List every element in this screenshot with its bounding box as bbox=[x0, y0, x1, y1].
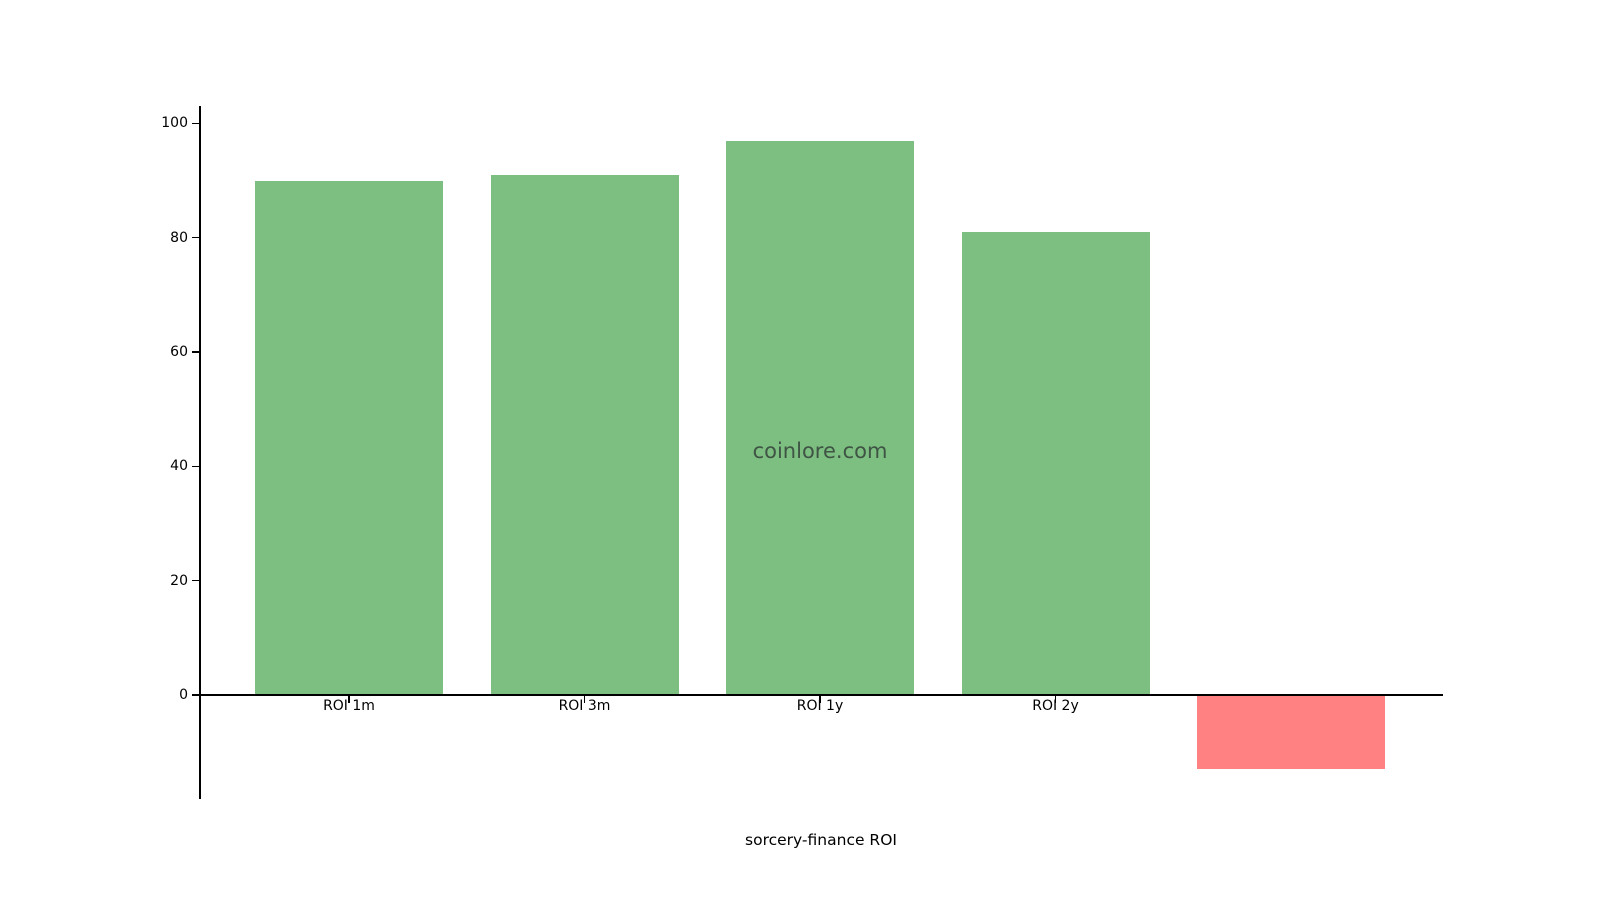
x-tick-mark bbox=[583, 695, 586, 703]
x-tick-label-roi-1m: ROI 1m bbox=[323, 698, 375, 714]
bar-roi-3m bbox=[490, 174, 679, 695]
bar-roi-1y bbox=[726, 140, 914, 695]
bar-roi-1m bbox=[255, 180, 443, 695]
chart-title: sorcery-finance ROI bbox=[745, 831, 897, 849]
y-tick-mark bbox=[192, 351, 199, 353]
y-tick-mark bbox=[192, 694, 199, 696]
y-tick-label: 60 bbox=[170, 344, 188, 361]
x-tick-mark bbox=[348, 695, 350, 703]
y-tick-mark bbox=[192, 236, 199, 239]
y-tick-label: 40 bbox=[170, 458, 188, 475]
y-axis-spine bbox=[199, 106, 201, 799]
x-tick-label-roi-2y: ROI 2y bbox=[1032, 698, 1079, 714]
y-tick-mark bbox=[192, 122, 199, 125]
x-tick-mark bbox=[1054, 695, 1057, 703]
x-tick-label-roi-1y: ROI 1y bbox=[796, 698, 844, 714]
y-tick-label: 0 bbox=[179, 687, 188, 703]
y-tick-mark bbox=[192, 465, 199, 468]
y-tick-mark bbox=[192, 579, 199, 582]
x-tick-mark bbox=[819, 695, 821, 703]
bar-roi-2y bbox=[961, 232, 1150, 695]
y-tick-label: 80 bbox=[170, 229, 188, 246]
watermark-text: coinlore.com bbox=[752, 439, 888, 463]
x-axis-line bbox=[199, 694, 1443, 696]
y-tick-label: 20 bbox=[170, 572, 188, 589]
bar-unlabeled bbox=[1197, 695, 1385, 770]
x-tick-label-roi-3m: ROI 3m bbox=[558, 698, 611, 714]
y-tick-label: 100 bbox=[161, 115, 188, 132]
